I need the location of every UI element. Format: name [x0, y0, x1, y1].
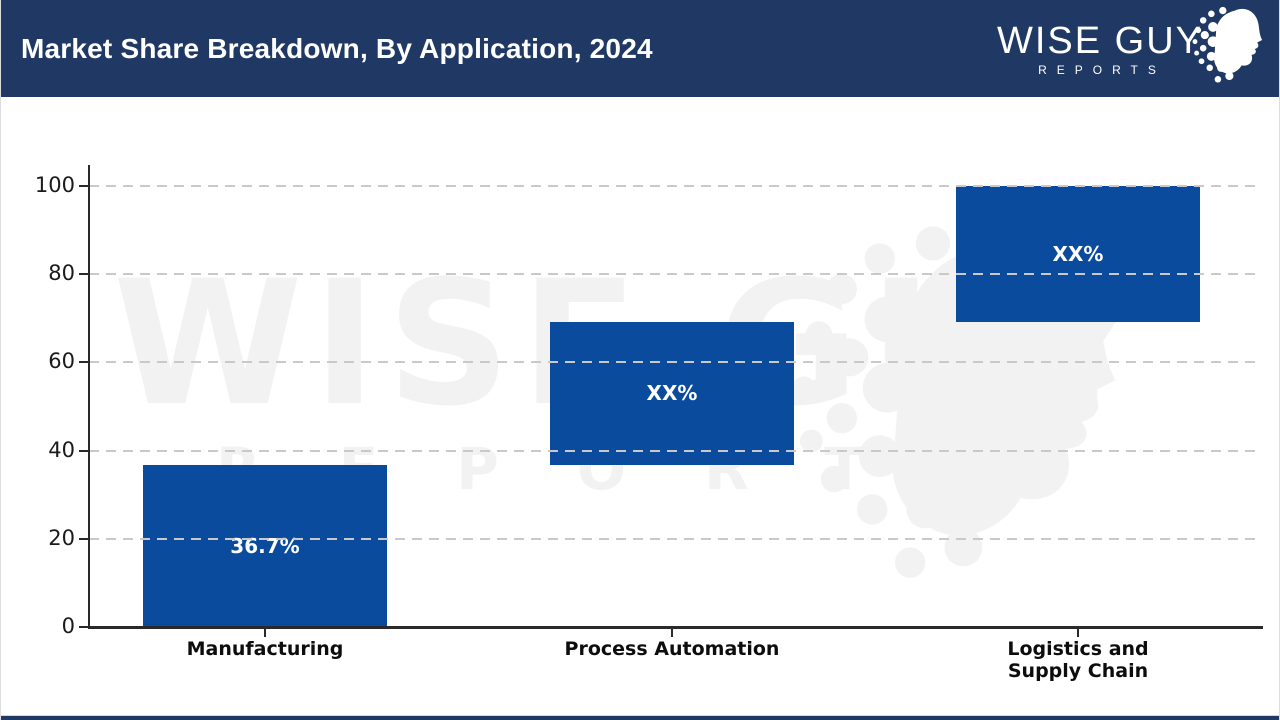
y-tick-mark-80 — [79, 273, 89, 276]
bar-value-label: XX% — [1052, 241, 1104, 266]
bar-process-automation: XX% — [550, 321, 794, 466]
y-tick-label-0: 0 — [61, 614, 75, 638]
y-tick-label-40: 40 — [48, 437, 75, 462]
wiseguy-logo: WISE GUY REPORTS — [997, 4, 1273, 94]
chart-title: Market Share Breakdown, By Application, … — [21, 32, 653, 64]
x-tick-mark-0 — [264, 629, 266, 637]
y-axis-spine — [88, 165, 90, 629]
footer-accent-bar — [1, 716, 1279, 720]
figure-border-line — [1, 715, 1279, 716]
gridline-100 — [89, 185, 1259, 187]
y-tick-label-60: 60 — [48, 349, 75, 374]
logo-head-dots-icon — [1192, 6, 1263, 83]
header-bar: Market Share Breakdown, By Application, … — [1, 0, 1279, 97]
x-tick-mark-1 — [671, 629, 673, 637]
gridline-60 — [89, 361, 1259, 364]
gridline-40 — [89, 449, 1259, 452]
x-axis-spine — [88, 626, 1263, 629]
logo-wordmark: WISE GUY — [996, 20, 1203, 63]
x-axis-label-2: Logistics and Supply Chain — [1007, 638, 1149, 682]
logo-subtitle: REPORTS — [1038, 62, 1166, 77]
y-tick-mark-60 — [79, 361, 89, 364]
y-tick-label-80: 80 — [48, 261, 75, 286]
y-tick-mark-0 — [79, 626, 89, 628]
bar-logistics-and-supply-chain: XX% — [956, 186, 1200, 322]
logo-text: WISE GUY REPORTS — [996, 20, 1203, 77]
x-axis-label-0: Manufacturing — [186, 638, 344, 660]
bar-value-label: XX% — [646, 381, 698, 406]
x-tick-mark-2 — [1077, 629, 1079, 637]
bar-manufacturing: 36.7% — [143, 465, 387, 627]
y-tick-label-100: 100 — [34, 173, 75, 197]
y-tick-mark-20 — [79, 537, 89, 540]
gridline-80 — [89, 273, 1259, 276]
y-tick-mark-100 — [79, 185, 89, 187]
gridline-20 — [89, 537, 1259, 540]
x-axis-label-1: Process Automation — [564, 638, 780, 660]
y-tick-label-20: 20 — [48, 525, 75, 550]
y-tick-mark-40 — [79, 449, 89, 452]
